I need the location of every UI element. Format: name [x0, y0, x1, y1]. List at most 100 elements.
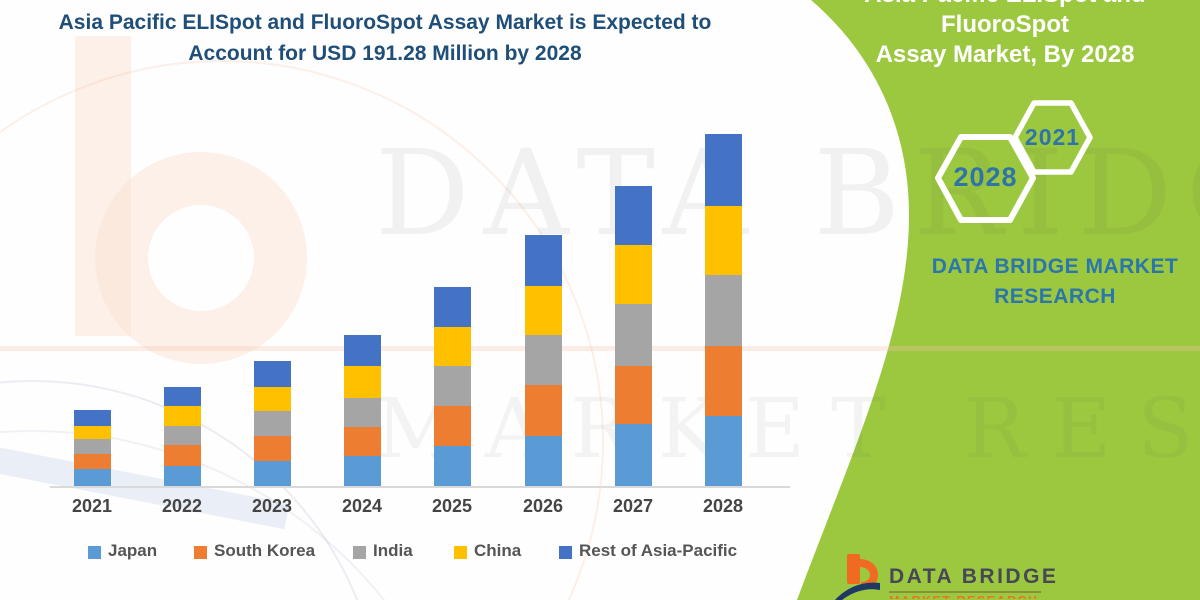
bar-segment-japan	[163, 466, 201, 486]
brand-caption-line2: RESEARCH	[994, 285, 1116, 308]
hexagon-badges: 2028 2021	[935, 100, 1093, 223]
legend-item-south-korea: South Korea	[194, 541, 315, 561]
bar-segment-china	[704, 206, 742, 275]
footer-logo-b-icon	[835, 554, 880, 600]
x-axis-label-2022: 2022	[161, 496, 203, 516]
x-axis-label-2027: 2027	[612, 496, 654, 516]
bar-segment-japan	[614, 424, 652, 486]
green-panel-heading: Asia Pacific ELISpot and FluoroSpot Assa…	[810, 0, 1200, 70]
bar-segment-rest-of-asia-pacific	[524, 235, 562, 286]
legend-swatch	[88, 545, 101, 559]
bar-segment-south-korea	[253, 436, 291, 461]
bar-2024	[343, 335, 381, 486]
bar-segment-japan	[433, 446, 471, 486]
bar-segment-rest-of-asia-pacific	[163, 387, 201, 406]
legend-item-japan: Japan	[88, 541, 157, 561]
logo-b-stem	[847, 554, 860, 584]
bar-2025	[433, 287, 471, 486]
bar-segment-south-korea	[614, 366, 652, 424]
bar-segment-japan	[343, 456, 381, 486]
hexagon-2028	[935, 134, 1036, 223]
x-axis-label-2023: 2023	[251, 496, 293, 516]
legend-label: China	[474, 541, 522, 560]
brand-caption: DATA BRIDGE MARKET RESEARCH	[920, 252, 1190, 312]
bar-segment-china	[343, 366, 381, 398]
bar-segment-india	[253, 411, 291, 436]
footer-logo-subtext-clipped: MARKET RESEARCH	[889, 594, 1058, 599]
bar-segment-india	[614, 304, 652, 366]
bar-2021	[73, 410, 111, 486]
bar-segment-rest-of-asia-pacific	[614, 186, 652, 245]
hexagon-2021	[1012, 100, 1093, 175]
footer-logo: DATA BRIDGE MARKET RESEARCH	[833, 553, 1058, 600]
bar-segment-india	[73, 439, 111, 454]
bar-segment-japan	[73, 469, 111, 486]
legend-swatch	[454, 545, 467, 559]
chart-title-line1: Asia Pacific ELISpot and FluoroSpot Assa…	[58, 11, 712, 34]
bar-segment-rest-of-asia-pacific	[704, 134, 742, 206]
footer-logo-name: DATA BRIDGE	[889, 565, 1059, 588]
bar-segment-south-korea	[163, 445, 201, 466]
bar-segment-rest-of-asia-pacific	[73, 410, 111, 426]
hexagon-2021-label: 2021	[1025, 124, 1080, 150]
legend-label: India	[373, 541, 413, 560]
bar-segment-south-korea	[73, 454, 111, 469]
bar-2022	[163, 387, 201, 486]
bar-segment-japan	[524, 436, 562, 486]
legend-item-china: China	[454, 541, 521, 561]
green-heading-line1-clipped: Asia Pacific ELISpot and FluoroSpot	[864, 0, 1145, 38]
bar-2023	[253, 361, 291, 486]
bar-segment-china	[163, 406, 201, 426]
bar-segment-china	[73, 426, 111, 439]
bar-segment-south-korea	[433, 406, 471, 446]
x-axis-label-2025: 2025	[431, 496, 473, 516]
x-axis-label-2024: 2024	[341, 496, 383, 516]
watermark-pink-band	[0, 346, 1200, 351]
legend-item-rest-of-asia-pacific: Rest of Asia-Pacific	[559, 541, 737, 561]
watermark-text-marketresearch: MARKET RESEARCH	[375, 382, 1200, 477]
bar-segment-japan	[704, 416, 742, 486]
bar-segment-china	[524, 286, 562, 335]
legend-label: Japan	[108, 541, 158, 560]
bar-segment-china	[614, 245, 652, 304]
bar-segment-south-korea	[524, 385, 562, 436]
chart-title-line2: Account for USD 191.28 Million by 2028	[188, 42, 582, 65]
x-axis-label-2026: 2026	[522, 496, 564, 516]
legend-swatch	[353, 545, 366, 559]
watermark-text-databridge: DATA BRIDGE	[375, 124, 1200, 262]
bar-segment-rest-of-asia-pacific	[253, 361, 291, 387]
bar-segment-china	[253, 387, 291, 411]
green-heading-line2: Assay Market, By 2028	[875, 41, 1135, 68]
x-axis-label-2028: 2028	[702, 496, 744, 516]
bar-segment-rest-of-asia-pacific	[343, 335, 381, 366]
bar-segment-india	[343, 398, 381, 427]
bar-segment-india	[704, 275, 742, 346]
legend-swatch	[559, 545, 572, 559]
bar-segment-japan	[253, 461, 291, 486]
bar-segment-south-korea	[343, 427, 381, 456]
brand-caption-line1: DATA BRIDGE MARKET	[931, 255, 1179, 278]
legend-label: Rest of Asia-Pacific	[579, 541, 738, 560]
legend-swatch	[194, 545, 207, 559]
bar-segment-south-korea	[704, 346, 742, 416]
x-axis-label-2021: 2021	[71, 496, 113, 516]
x-axis-line	[50, 486, 790, 488]
footer-logo-text: DATA BRIDGE MARKET RESEARCH	[889, 553, 1058, 600]
chart-title: Asia Pacific ELISpot and FluoroSpot Assa…	[25, 7, 745, 69]
logo-b-hook	[858, 559, 879, 590]
bar-segment-india	[163, 426, 201, 445]
bar-2026	[524, 235, 562, 486]
legend-label: South Korea	[214, 541, 316, 560]
bar-2027	[614, 186, 652, 486]
bar-segment-india	[433, 366, 471, 406]
hexagon-2028-label: 2028	[953, 162, 1017, 192]
legend-item-india: India	[353, 541, 413, 561]
bar-segment-rest-of-asia-pacific	[433, 287, 471, 327]
green-panel-shape	[797, 0, 1200, 600]
footer-logo-rule	[889, 591, 1041, 593]
bar-segment-india	[524, 335, 562, 385]
logo-swoosh	[835, 582, 880, 600]
bar-segment-china	[433, 327, 471, 366]
